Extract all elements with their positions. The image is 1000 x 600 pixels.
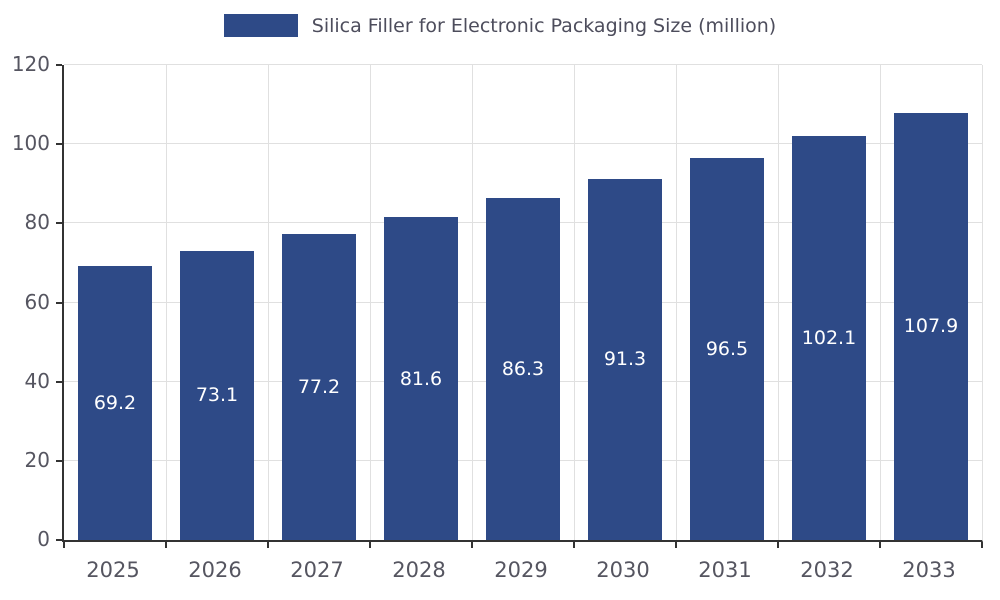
gridline-v <box>472 65 473 540</box>
gridline-h <box>64 64 982 65</box>
gridline-v <box>166 65 167 540</box>
bar-value-label: 102.1 <box>801 326 857 349</box>
bar-value-label: 81.6 <box>399 367 443 390</box>
x-axis-tick <box>63 542 65 548</box>
y-tick-label: 20 <box>24 447 50 472</box>
bar-value-label: 86.3 <box>501 358 545 381</box>
y-axis-tick <box>56 222 62 225</box>
x-tick-label: 2030 <box>596 558 650 582</box>
y-tick-label: 120 <box>11 52 50 76</box>
bar[interactable]: 77.2 <box>282 234 356 540</box>
gridline-h <box>64 143 982 145</box>
bar-value-label: 77.2 <box>297 376 341 399</box>
bar[interactable]: 69.2 <box>78 266 152 540</box>
x-axis-tick <box>675 542 677 548</box>
bar[interactable]: 86.3 <box>486 198 560 540</box>
x-axis-tick <box>777 542 779 548</box>
y-tick-label: 60 <box>24 289 50 314</box>
x-tick-label: 2027 <box>290 558 344 582</box>
gridline-v <box>676 65 677 540</box>
bar-value-label: 91.3 <box>603 348 647 371</box>
y-axis-tick <box>56 380 62 383</box>
y-axis-tick <box>56 143 62 146</box>
bar[interactable]: 96.5 <box>690 158 764 540</box>
gridline-v <box>574 65 575 540</box>
y-axis-tick <box>56 539 62 541</box>
x-axis-tick <box>267 542 269 548</box>
gridline-v <box>778 65 779 540</box>
gridline-v <box>880 65 881 540</box>
y-tick-label: 0 <box>37 527 50 551</box>
x-tick-label: 2026 <box>188 558 242 582</box>
y-axis-tick <box>56 459 62 462</box>
x-tick-label: 2029 <box>494 558 548 582</box>
x-tick-label: 2031 <box>698 558 752 582</box>
x-tick-label: 2033 <box>902 558 956 582</box>
bar-value-label: 73.1 <box>195 384 239 407</box>
y-tick-label: 40 <box>24 368 50 393</box>
bar-value-label: 96.5 <box>705 338 749 361</box>
y-axis-tick <box>56 64 62 66</box>
x-axis-tick <box>471 542 473 548</box>
bar-value-label: 107.9 <box>903 315 959 338</box>
plot-area: 69.2 73.1 77.2 81.6 86.3 91.3 96.5 102.1 107.9 <box>56 64 983 548</box>
bar[interactable]: 81.6 <box>384 217 458 540</box>
gridline-v <box>268 65 269 540</box>
chart-legend: Silica Filler for Electronic Packaging S… <box>0 14 1000 37</box>
gridline-v <box>982 65 983 540</box>
legend-swatch[interactable] <box>223 14 298 37</box>
x-axis-tick <box>573 542 575 548</box>
bar-value-label: 69.2 <box>93 392 137 415</box>
x-axis-tick <box>165 542 167 548</box>
bar[interactable]: 107.9 <box>894 112 968 540</box>
bar[interactable]: 102.1 <box>792 135 866 540</box>
y-tick-label: 80 <box>24 210 50 235</box>
x-axis-tick <box>369 542 371 548</box>
x-axis-tick <box>879 542 881 548</box>
bar[interactable]: 91.3 <box>588 178 662 540</box>
legend-label[interactable]: Silica Filler for Electronic Packaging S… <box>311 14 777 37</box>
gridline-v <box>370 65 371 540</box>
y-tick-label: 100 <box>11 131 50 156</box>
bar[interactable]: 73.1 <box>180 250 254 540</box>
x-tick-label: 2028 <box>392 558 446 582</box>
x-tick-label: 2025 <box>86 558 140 582</box>
y-axis-tick <box>56 301 62 304</box>
x-axis-tick <box>981 542 983 548</box>
x-tick-label: 2032 <box>800 558 854 582</box>
